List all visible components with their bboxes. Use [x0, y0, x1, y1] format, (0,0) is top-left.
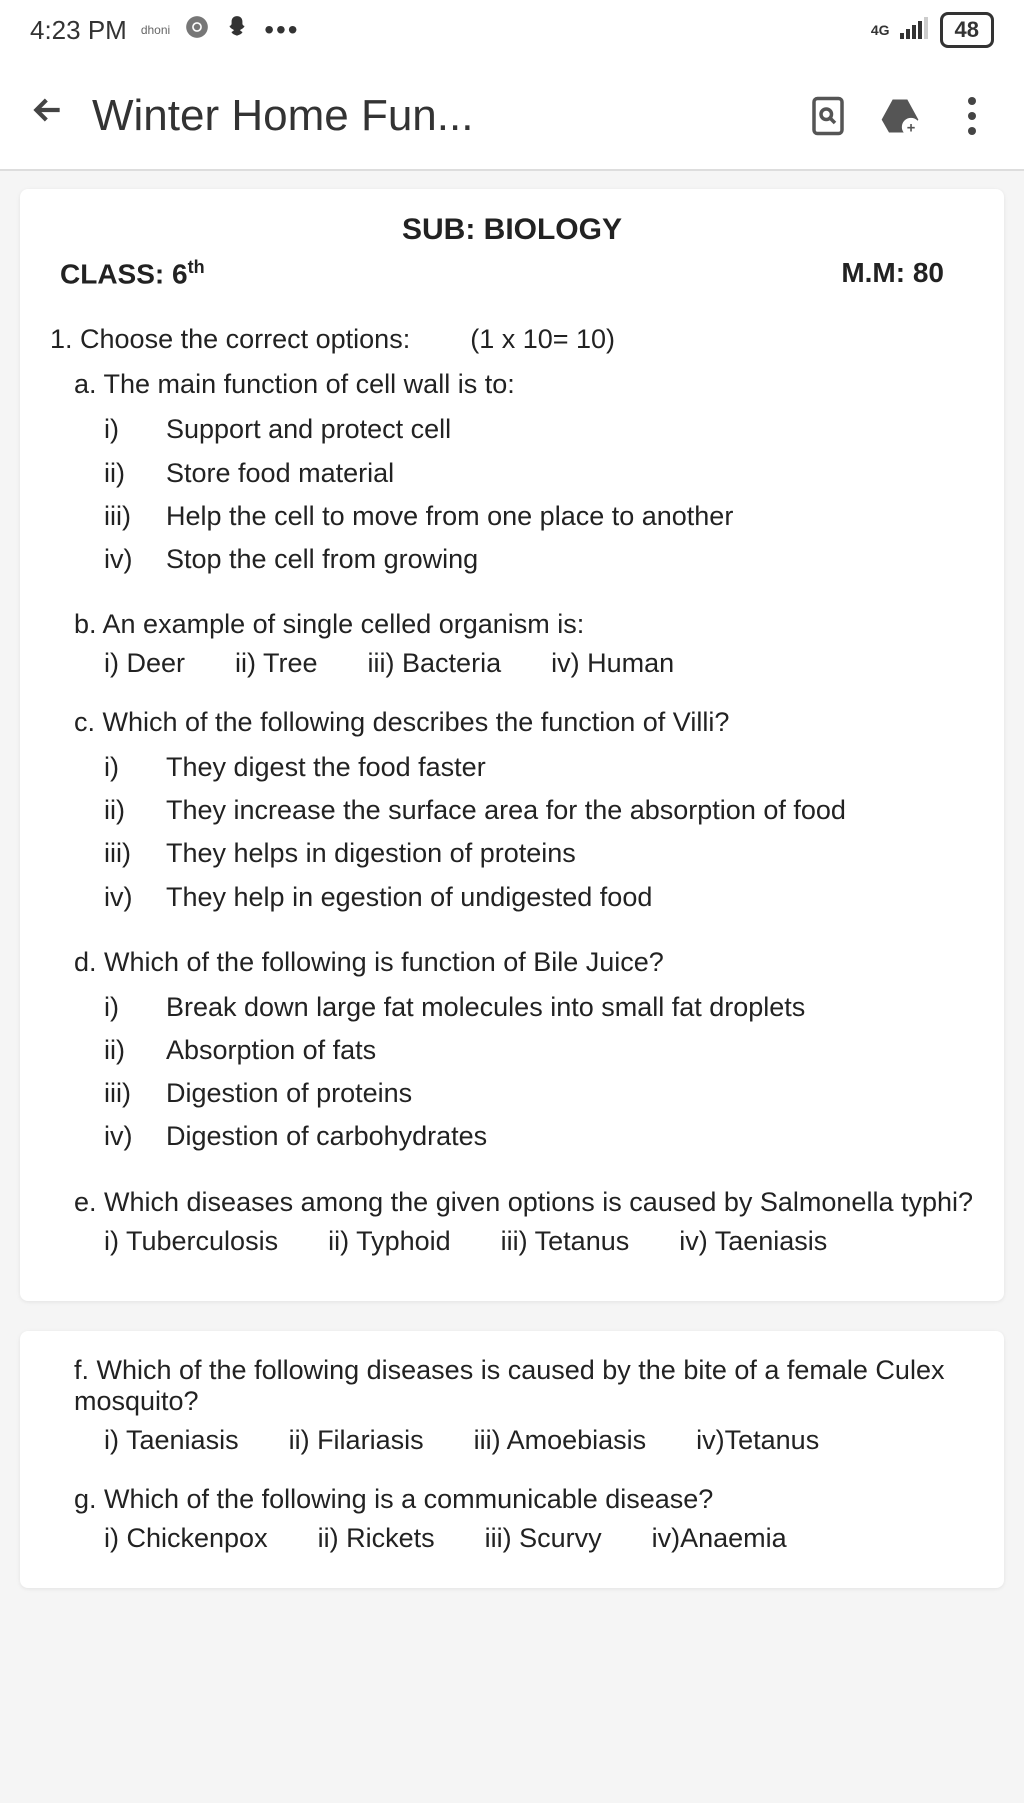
status-right: 4G 48 [871, 12, 994, 48]
question-c: c. Which of the following describes the … [74, 707, 974, 919]
question-a: a. The main function of cell wall is to:… [74, 369, 974, 581]
question-f: f. Which of the following diseases is ca… [74, 1355, 974, 1456]
question-e: e. Which diseases among the given option… [74, 1187, 974, 1257]
status-time: 4:23 PM [30, 15, 127, 46]
svg-text:+: + [907, 120, 916, 136]
list-item: i) Taeniasis [104, 1425, 239, 1456]
battery-level: 48 [940, 12, 994, 48]
list-item: iv)Stop the cell from growing [104, 538, 974, 581]
drive-add-icon[interactable]: + [876, 92, 924, 140]
app-title: Winter Home Fun... [92, 91, 780, 141]
page-2: f. Which of the following diseases is ca… [20, 1331, 1004, 1588]
page-1: SUB: BIOLOGY CLASS: 6th M.M: 80 1. Choos… [20, 189, 1004, 1301]
signal-icon [900, 15, 930, 46]
status-left: 4:23 PM dhoni ••• [30, 14, 300, 47]
question-e-text: e. Which diseases among the given option… [74, 1187, 974, 1218]
find-in-page-icon[interactable] [804, 92, 852, 140]
question-g: g. Which of the following is a communica… [74, 1484, 974, 1554]
list-item: i)Support and protect cell [104, 408, 974, 451]
list-item: iv) Taeniasis [679, 1226, 827, 1257]
question-b-text: b. An example of single celled organism … [74, 609, 974, 640]
question-d: d. Which of the following is function of… [74, 947, 974, 1159]
status-bar: 4:23 PM dhoni ••• 4G 48 [0, 0, 1024, 60]
app-bar: Winter Home Fun... + [0, 60, 1024, 169]
question-f-text: f. Which of the following diseases is ca… [74, 1355, 974, 1417]
list-item: i)They digest the food faster [104, 746, 974, 789]
list-item: ii) Typhoid [328, 1226, 451, 1257]
question-b-options: i) Deer ii) Tree iii) Bacteria iv) Human [104, 648, 974, 679]
list-item: iv)Anaemia [652, 1523, 787, 1554]
subject-heading: SUB: BIOLOGY [50, 213, 974, 247]
more-notif-icon: ••• [264, 14, 299, 46]
question-g-options: i) Chickenpox ii) Rickets iii) Scurvy iv… [104, 1523, 974, 1554]
list-item: ii) Tree [235, 648, 318, 679]
list-item: iii)Digestion of proteins [104, 1072, 974, 1115]
more-menu-icon[interactable] [948, 92, 996, 140]
list-item: iii) Bacteria [368, 648, 502, 679]
question-f-options: i) Taeniasis ii) Filariasis iii) Amoebia… [104, 1425, 974, 1456]
question-a-text: a. The main function of cell wall is to: [74, 369, 974, 400]
question-d-text: d. Which of the following is function of… [74, 947, 974, 978]
list-item: i)Break down large fat molecules into sm… [104, 986, 974, 1029]
list-item: i) Deer [104, 648, 185, 679]
list-item: iv) Human [551, 648, 674, 679]
class-label: CLASS: 6th [60, 257, 205, 290]
list-item: iii) Tetanus [501, 1226, 630, 1257]
question-c-text: c. Which of the following describes the … [74, 707, 974, 738]
list-item: iii)They helps in digestion of proteins [104, 832, 974, 875]
network-label: 4G [871, 22, 890, 38]
question-b: b. An example of single celled organism … [74, 609, 974, 679]
list-item: iii)Help the cell to move from one place… [104, 495, 974, 538]
list-item: iv)They help in egestion of undigested f… [104, 876, 974, 919]
list-item: ii)Store food material [104, 452, 974, 495]
list-item: ii)They increase the surface area for th… [104, 789, 974, 832]
max-marks: M.M: 80 [841, 257, 944, 290]
chrome-icon [184, 14, 210, 47]
list-item: ii) Rickets [318, 1523, 435, 1554]
list-item: iii) Amoebiasis [474, 1425, 647, 1456]
q1-heading: 1. Choose the correct options: (1 x 10= … [50, 324, 974, 355]
question-a-options: i)Support and protect cell ii)Store food… [104, 408, 974, 581]
list-item: ii) Filariasis [289, 1425, 424, 1456]
question-g-text: g. Which of the following is a communica… [74, 1484, 974, 1515]
meta-row: CLASS: 6th M.M: 80 [50, 257, 974, 290]
document-viewport[interactable]: SUB: BIOLOGY CLASS: 6th M.M: 80 1. Choos… [0, 171, 1024, 1636]
list-item: ii)Absorption of fats [104, 1029, 974, 1072]
list-item: iv)Tetanus [696, 1425, 819, 1456]
list-item: iii) Scurvy [485, 1523, 602, 1554]
question-d-options: i)Break down large fat molecules into sm… [104, 986, 974, 1159]
list-item: i) Chickenpox [104, 1523, 268, 1554]
status-small-label: dhoni [141, 23, 170, 37]
list-item: iv)Digestion of carbohydrates [104, 1115, 974, 1158]
list-item: i) Tuberculosis [104, 1226, 278, 1257]
back-arrow-icon[interactable] [28, 90, 68, 141]
question-e-options: i) Tuberculosis ii) Typhoid iii) Tetanus… [104, 1226, 974, 1257]
question-c-options: i)They digest the food faster ii)They in… [104, 746, 974, 919]
snapchat-icon [224, 14, 250, 47]
